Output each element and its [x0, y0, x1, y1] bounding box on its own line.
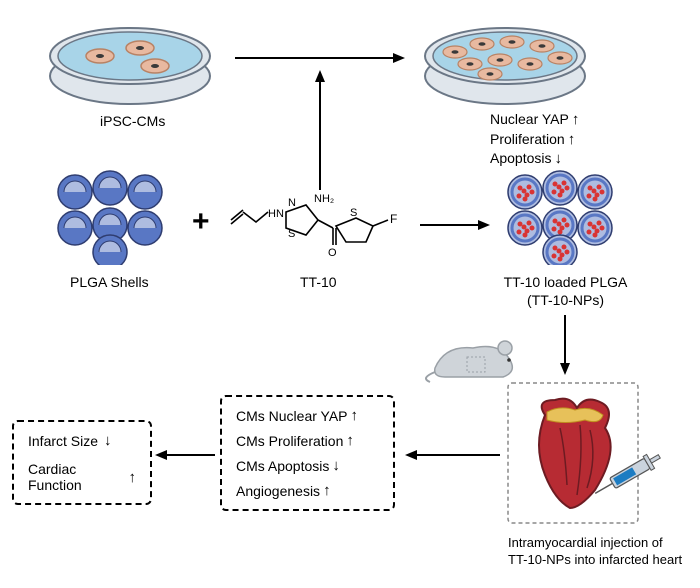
- mouse-icon: [425, 330, 525, 385]
- loaded-label-line2: (TT-10-NPs): [498, 291, 633, 309]
- loaded-label: TT-10 loaded PLGA (TT-10-NPs): [498, 273, 633, 309]
- svg-text:F: F: [390, 212, 397, 226]
- tt10-label: TT-10: [300, 273, 337, 291]
- svg-text:NH₂: NH₂: [314, 193, 334, 205]
- down-arrow-icon: ↓: [104, 432, 112, 449]
- dish-effects: Nuclear YAP↑ Proliferation↑ Apoptosis↓: [490, 110, 579, 169]
- arrow-tt10-to-dish: [310, 70, 330, 190]
- arrow-middle-to-left: [155, 445, 215, 465]
- effect-nuclear-yap: Nuclear YAP: [490, 111, 569, 127]
- up-arrow-icon: ↑: [346, 432, 354, 449]
- mid-proliferation: CMs Proliferation: [236, 433, 343, 449]
- mid-angiogenesis: Angiogenesis: [236, 483, 320, 499]
- up-arrow-icon: ↑: [323, 482, 331, 499]
- svg-text:S: S: [288, 228, 295, 240]
- outcomes-box-left: Infarct Size ↓ Cardiac Function↑: [12, 420, 152, 505]
- tt10-structure: HN N S NH₂ O S F: [228, 190, 418, 260]
- effects-box-middle: CMs Nuclear YAP↑ CMs Proliferation↑ CMs …: [220, 395, 395, 511]
- svg-text:HN: HN: [268, 208, 284, 220]
- injection-label: Intramyocardial injection of TT-10-NPs i…: [508, 535, 682, 569]
- plus-icon: +: [192, 205, 210, 239]
- down-arrow-icon: ↓: [554, 150, 562, 167]
- plga-label: PLGA Shells: [70, 273, 149, 291]
- arrow-to-heart: [555, 315, 575, 375]
- svg-text:N: N: [288, 197, 296, 209]
- effect-proliferation: Proliferation: [490, 131, 565, 147]
- heart-injection: [505, 380, 665, 530]
- svg-text:S: S: [350, 207, 357, 219]
- up-arrow-icon: ↑: [568, 131, 576, 148]
- tt10-loaded-plga: [500, 170, 620, 265]
- arrow-dish-to-dish: [235, 48, 405, 68]
- ipsc-label: iPSC-CMs: [100, 112, 165, 130]
- inj-label-line1: Intramyocardial injection of: [508, 535, 682, 552]
- inj-label-line2: TT-10-NPs into infarcted heart: [508, 552, 682, 569]
- ipsc-dish: [45, 18, 215, 108]
- arrow-tt10-to-loaded: [420, 215, 490, 235]
- up-arrow-icon: ↑: [129, 469, 137, 486]
- down-arrow-icon: ↓: [332, 457, 340, 474]
- arrow-heart-to-middle: [405, 445, 500, 465]
- up-arrow-icon: ↑: [351, 407, 359, 424]
- outcome-cardiac: Cardiac Function: [28, 461, 126, 493]
- proliferated-dish: [420, 18, 590, 108]
- loaded-label-line1: TT-10 loaded PLGA: [498, 273, 633, 291]
- plga-shells: [50, 170, 170, 265]
- mid-nuclear-yap: CMs Nuclear YAP: [236, 408, 348, 424]
- outcome-infarct: Infarct Size: [28, 433, 98, 449]
- effect-apoptosis: Apoptosis: [490, 150, 551, 166]
- up-arrow-icon: ↑: [572, 111, 580, 128]
- svg-text:O: O: [328, 247, 337, 259]
- mid-apoptosis: CMs Apoptosis: [236, 458, 329, 474]
